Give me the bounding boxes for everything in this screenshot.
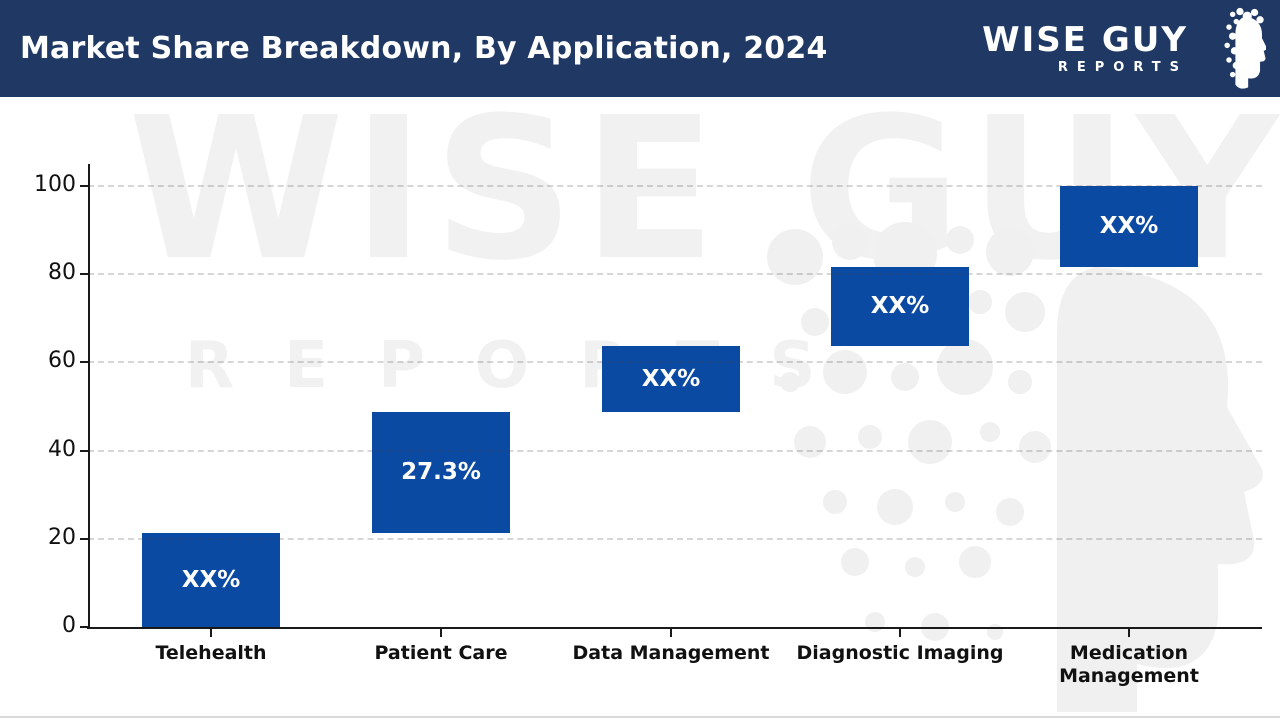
category-label: Data Management xyxy=(572,642,770,664)
bar-value-label: XX% xyxy=(870,293,930,320)
y-tick-label: 100 xyxy=(34,172,76,197)
y-tick xyxy=(80,537,88,540)
logo-subtext: REPORTS xyxy=(1057,59,1188,75)
gridline xyxy=(88,537,1262,540)
y-tick-label: 60 xyxy=(48,348,76,374)
gridline xyxy=(88,361,1262,364)
y-tick-label: 20 xyxy=(48,524,76,550)
category-label: Patient Care xyxy=(374,642,508,664)
category-label: Medication Management xyxy=(1059,642,1199,688)
y-tick-label: 40 xyxy=(48,436,76,462)
x-tick xyxy=(1128,629,1130,637)
y-axis xyxy=(88,163,90,629)
watermark-face-icon xyxy=(767,222,1263,712)
bar-diagnostic-imaging: XX% xyxy=(831,266,969,347)
gridline xyxy=(88,449,1262,452)
y-tick xyxy=(80,626,88,628)
gridline xyxy=(88,185,1262,187)
gridline xyxy=(88,273,1262,276)
bar-patient-care: 27.3% xyxy=(372,412,510,533)
header: Market Share Breakdown, By Application, … xyxy=(0,0,1280,97)
x-axis xyxy=(87,627,1262,629)
category-label: Diagnostic Imaging xyxy=(796,642,1004,664)
category-label: Telehealth xyxy=(155,642,267,664)
x-tick xyxy=(440,629,442,637)
x-tick xyxy=(670,629,672,637)
y-tick-label: 80 xyxy=(48,260,76,286)
bar-value-label: XX% xyxy=(1099,213,1159,240)
y-tick-label: 0 xyxy=(62,613,76,638)
bar-telehealth: XX% xyxy=(142,532,280,627)
logo-wordmark: WISE GUY xyxy=(982,19,1188,60)
bottom-border xyxy=(0,716,1280,718)
y-tick xyxy=(80,273,88,276)
y-tick xyxy=(80,449,88,452)
bar-value-label: XX% xyxy=(641,366,701,393)
page-title: Market Share Breakdown, By Application, … xyxy=(20,31,828,66)
bar-data-management: XX% xyxy=(602,346,740,413)
x-tick xyxy=(210,629,212,637)
wise-guy-logo: WISE GUY REPORTS xyxy=(982,7,1266,91)
x-tick xyxy=(899,629,901,637)
chart-area: WISE GUY REPORTS 0 20 40 60 80 100 XX% Teleheal… xyxy=(0,92,1280,713)
bar-value-label: 27.3% xyxy=(401,459,481,486)
face-logo-icon xyxy=(1224,7,1266,89)
bar-medication-management: XX% xyxy=(1060,186,1198,267)
y-tick xyxy=(80,185,88,187)
bar-value-label: XX% xyxy=(181,566,241,593)
y-tick xyxy=(80,361,88,364)
